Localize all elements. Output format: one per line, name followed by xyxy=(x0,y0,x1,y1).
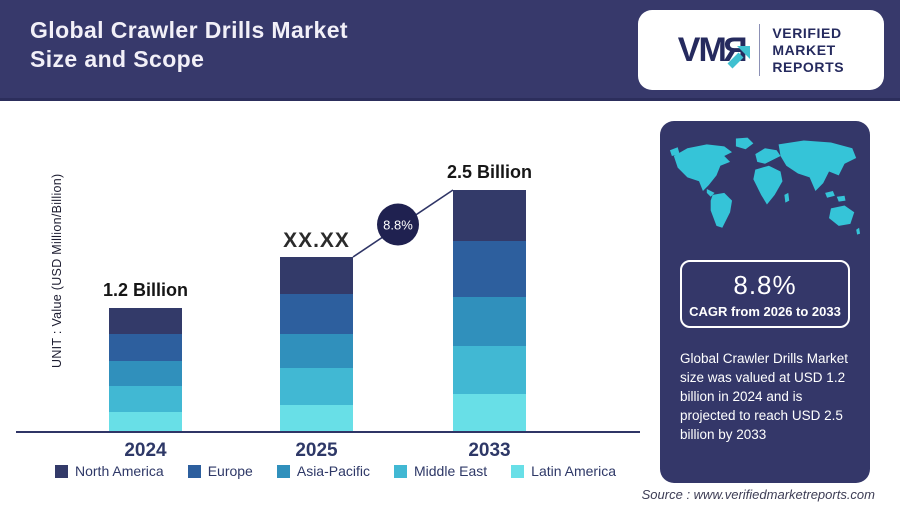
segment-europe xyxy=(280,294,353,334)
bar-value-label-2033: 2.5 Billion xyxy=(446,162,533,182)
legend-swatch xyxy=(55,464,68,478)
legend-label: North America xyxy=(75,463,164,479)
page-title: Global Crawler Drills Market Size and Sc… xyxy=(30,16,348,74)
x-tick-2025: 2025 xyxy=(295,440,338,461)
segment-europe xyxy=(453,241,526,297)
header: Global Crawler Drills Market Size and Sc… xyxy=(0,0,900,101)
segment-asia-pacific xyxy=(453,297,526,346)
page-title-line1: Global Crawler Drills Market xyxy=(30,17,348,43)
bar-value-label-2025: XX.XX xyxy=(283,229,350,252)
bar-2024 xyxy=(109,308,182,432)
bar-2033 xyxy=(453,190,526,432)
legend-label: Latin America xyxy=(531,463,616,479)
segment-latin-america xyxy=(453,394,526,432)
legend-swatch xyxy=(511,464,525,478)
legend-label: Asia-Pacific xyxy=(296,463,370,479)
segment-asia-pacific xyxy=(280,334,353,368)
source-attribution: Source : www.verifiedmarketreports.com xyxy=(641,487,875,502)
x-tick-2033: 2033 xyxy=(468,440,511,461)
legend-item-europe: Europe xyxy=(187,463,253,479)
y-axis-label: UNIT : Value (USD Million/Billion) xyxy=(50,173,64,369)
segment-europe xyxy=(109,334,182,361)
legend-item-asia-pacific: Asia-Pacific xyxy=(276,463,370,479)
legend-swatch xyxy=(394,464,407,478)
vmr-logo: VM R VERIFIED MARKET REPORTS xyxy=(638,10,884,90)
segment-middle-east xyxy=(453,346,526,394)
sidebar-card: 8.8% CAGR from 2026 to 2033 Global Crawl… xyxy=(660,121,870,483)
segment-asia-pacific xyxy=(109,361,182,386)
legend-label: Middle East xyxy=(414,463,488,479)
bar-value-label-2024: 1.2 Billion xyxy=(102,280,189,300)
legend-label: Europe xyxy=(207,463,253,479)
legend-swatch xyxy=(187,464,201,478)
segment-north-america xyxy=(280,257,353,294)
vmr-logo-vm: VM xyxy=(677,31,727,69)
segment-middle-east xyxy=(280,368,353,405)
cagr-value: 8.8% xyxy=(733,270,797,300)
x-tick-2024: 2024 xyxy=(124,440,167,461)
brand-line2: MARKET xyxy=(772,41,836,58)
brand-line1: VERIFIED xyxy=(772,24,842,41)
segment-middle-east xyxy=(109,386,182,412)
brand-line3: REPORTS xyxy=(772,58,845,75)
segment-latin-america xyxy=(109,412,182,432)
page-title-line2: Size and Scope xyxy=(30,46,205,72)
logo-divider xyxy=(759,24,761,76)
legend-item-middle-east: Middle East xyxy=(394,463,487,479)
brand-name: VERIFIED MARKET REPORTS xyxy=(772,25,844,76)
segment-north-america xyxy=(453,190,526,241)
segment-latin-america xyxy=(280,405,353,432)
cagr-caption: CAGR from 2026 to 2033 xyxy=(689,304,841,319)
legend-swatch xyxy=(276,464,290,478)
market-summary: Global Crawler Drills Market size was va… xyxy=(680,351,849,442)
legend-item-latin-america: Latin America xyxy=(511,463,616,479)
trend-arrow-icon xyxy=(727,46,751,69)
world-map-icon xyxy=(669,137,861,235)
legend-item-north-america: North America xyxy=(55,463,164,479)
bar-2025 xyxy=(280,257,353,432)
x-axis-line xyxy=(16,431,640,433)
chart-legend: North America Europe Asia-Pacific Middle Ea… xyxy=(55,463,616,479)
vmr-logo-mark: VM R xyxy=(677,31,751,69)
segment-north-america xyxy=(109,308,182,334)
cagr-box: 8.8% CAGR from 2026 to 2033 xyxy=(680,260,850,328)
